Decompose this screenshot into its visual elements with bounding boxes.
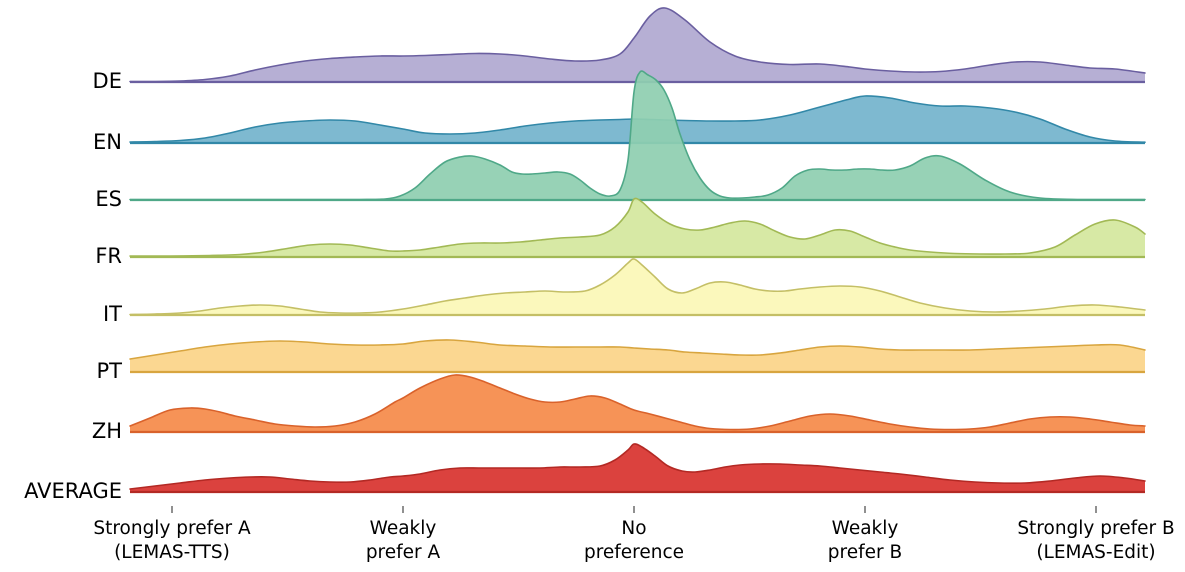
ridge-outline-zh bbox=[129, 374, 1146, 431]
ridge-area-it bbox=[130, 258, 1145, 315]
ridge-area-es bbox=[130, 71, 1145, 200]
row-label-en: EN bbox=[93, 130, 122, 154]
ridge-area-de bbox=[130, 7, 1145, 82]
x-tick-label-4-line1: Strongly prefer B bbox=[1017, 518, 1174, 539]
x-tick-label-2-line1: No bbox=[621, 518, 646, 539]
row-label-es: ES bbox=[95, 187, 122, 211]
row-label-fr: FR bbox=[95, 244, 122, 268]
x-tick-label-1-line1: Weakly bbox=[370, 518, 437, 539]
ridge-area-pt bbox=[130, 339, 1145, 372]
ridge-outline-it bbox=[129, 258, 1146, 316]
row-label-zh: ZH bbox=[92, 419, 122, 443]
row-label-it: IT bbox=[103, 302, 122, 326]
row-label-average: AVERAGE bbox=[24, 479, 122, 503]
x-tick-label-3-line1: Weakly bbox=[832, 518, 899, 539]
ridge-area-average bbox=[130, 443, 1145, 492]
ridge-row-pt bbox=[129, 339, 1146, 374]
row-label-pt: PT bbox=[97, 359, 123, 383]
x-tick-label-4-line2: (LEMAS-Edit) bbox=[1036, 542, 1155, 563]
row-label-de: DE bbox=[93, 69, 122, 93]
ridge-outline-average bbox=[129, 443, 1146, 490]
x-tick-label-1-line2: prefer A bbox=[366, 542, 441, 563]
row-labels-group: DE EN ES FR IT PT ZH AVERAGE bbox=[24, 69, 122, 503]
ridge-row-fr bbox=[129, 197, 1146, 259]
x-tick-label-2-line2: preference bbox=[584, 542, 684, 563]
ridge-outline-es bbox=[129, 70, 1146, 201]
x-tick-label-0-line1: Strongly prefer A bbox=[93, 518, 251, 539]
ridge-area-fr bbox=[130, 198, 1145, 257]
x-tick-label-3-line2: prefer B bbox=[828, 542, 902, 563]
ridge-area-zh bbox=[130, 374, 1145, 432]
ridges-group bbox=[129, 7, 1146, 494]
x-axis-ticks-group: Strongly prefer A (LEMAS-TTS) Weakly prefer… bbox=[93, 506, 1175, 563]
ridge-row-de bbox=[129, 7, 1146, 84]
x-tick-label-0-line2: (LEMAS-TTS) bbox=[114, 542, 230, 563]
ridge-outline-de bbox=[129, 7, 1146, 83]
ridge-outline-fr bbox=[129, 197, 1146, 257]
ridge-row-average bbox=[129, 443, 1146, 494]
ridge-row-zh bbox=[129, 374, 1146, 434]
ridge-row-it bbox=[129, 258, 1146, 317]
ridge-outline-pt bbox=[129, 339, 1146, 360]
